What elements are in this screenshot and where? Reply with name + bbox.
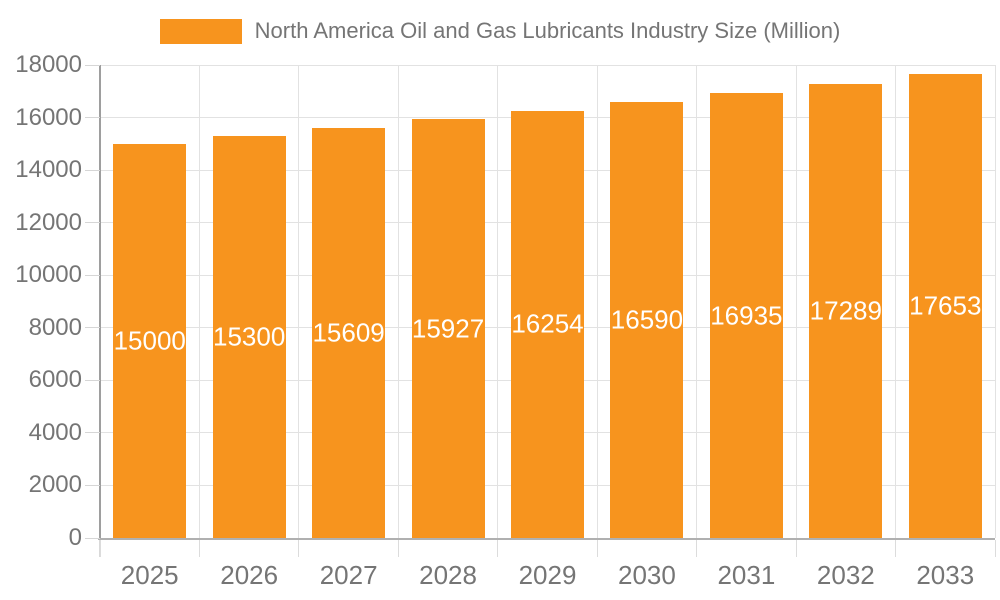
x-gridline xyxy=(298,65,300,538)
x-category-label: 2027 xyxy=(319,560,378,590)
bar-value-label: 16590 xyxy=(610,304,684,335)
x-tick xyxy=(994,540,996,557)
x-tick xyxy=(696,540,698,557)
bar-2026[interactable]: 15300 xyxy=(212,135,286,538)
x-gridline xyxy=(497,65,499,538)
x-category-label: 2033 xyxy=(916,560,975,590)
x-tick xyxy=(298,540,300,557)
legend: North America Oil and Gas Lubricants Ind… xyxy=(0,18,1000,44)
y-tick xyxy=(85,537,100,539)
x-gridline xyxy=(198,65,200,538)
bar-value-label: 17289 xyxy=(809,295,882,326)
x-category-label: 2031 xyxy=(717,560,776,590)
x-category-label: 2028 xyxy=(419,560,477,590)
bar-2032[interactable]: 17289 xyxy=(809,83,883,538)
x-axis-line xyxy=(98,538,995,540)
x-gridline xyxy=(795,65,797,538)
x-tick xyxy=(99,540,101,557)
x-gridline xyxy=(994,65,996,538)
y-tick-label: 10000 xyxy=(15,261,82,289)
bar-value-label: 17653 xyxy=(909,290,982,321)
x-gridline xyxy=(397,65,399,538)
y-tick-label: 2000 xyxy=(28,471,82,499)
y-tick-label: 18000 xyxy=(15,51,82,78)
y-tick-label: 16000 xyxy=(15,103,82,131)
bar-value-label: 15927 xyxy=(411,313,485,344)
bar-2025[interactable]: 15000 xyxy=(113,143,187,538)
bar-value-label: 15000 xyxy=(113,325,186,356)
y-tick-label: 0 xyxy=(68,524,82,551)
x-tick xyxy=(895,540,897,557)
y-tick xyxy=(85,222,100,224)
x-category-label: 2025 xyxy=(120,560,179,590)
bar-2029[interactable]: 16254 xyxy=(511,110,584,538)
x-tick xyxy=(596,540,598,557)
x-category-label: 2029 xyxy=(518,560,577,590)
x-category-label: 2026 xyxy=(220,560,279,590)
x-gridline xyxy=(596,65,598,538)
y-tick-label: 12000 xyxy=(15,208,82,236)
y-tick xyxy=(85,327,100,329)
legend-swatch-icon xyxy=(159,18,242,44)
x-gridline xyxy=(895,65,897,538)
y-tick-label: 6000 xyxy=(28,366,82,394)
y-tick xyxy=(85,274,100,276)
y-tick xyxy=(85,117,100,119)
y-axis-line xyxy=(99,65,101,539)
bar-2033[interactable]: 17653 xyxy=(908,74,982,538)
legend-label: North America Oil and Gas Lubricants Ind… xyxy=(254,18,841,43)
x-tick xyxy=(397,540,399,557)
x-tick xyxy=(497,540,499,557)
bar-2030[interactable]: 16590 xyxy=(610,102,684,538)
plot-area: 15000 15300 15609 15927 16254 16590 16935 17289… xyxy=(100,64,996,539)
y-tick xyxy=(85,484,100,486)
bar-value-label: 16935 xyxy=(710,300,783,330)
x-tick xyxy=(198,540,200,557)
bar-2027[interactable]: 15609 xyxy=(312,127,386,538)
y-tick-label: 14000 xyxy=(15,156,82,184)
x-category-label: 2032 xyxy=(816,560,875,590)
bar-2028[interactable]: 15927 xyxy=(411,119,485,538)
x-tick xyxy=(795,540,797,557)
y-tick xyxy=(85,64,100,66)
y-tick xyxy=(85,169,100,171)
x-gridline xyxy=(696,65,698,538)
y-tick-label: 4000 xyxy=(28,418,82,446)
bar-value-label: 16254 xyxy=(511,308,584,339)
x-category-label: 2030 xyxy=(618,560,676,590)
bar-2031[interactable]: 16935 xyxy=(709,93,783,538)
y-tick xyxy=(85,432,100,434)
y-tick-label: 8000 xyxy=(28,313,82,341)
bar-value-label: 15609 xyxy=(312,317,385,348)
legend-item[interactable]: North America Oil and Gas Lubricants Ind… xyxy=(159,18,841,44)
y-gridline xyxy=(100,64,995,66)
bar-value-label: 15300 xyxy=(213,321,286,352)
y-tick xyxy=(85,379,100,381)
